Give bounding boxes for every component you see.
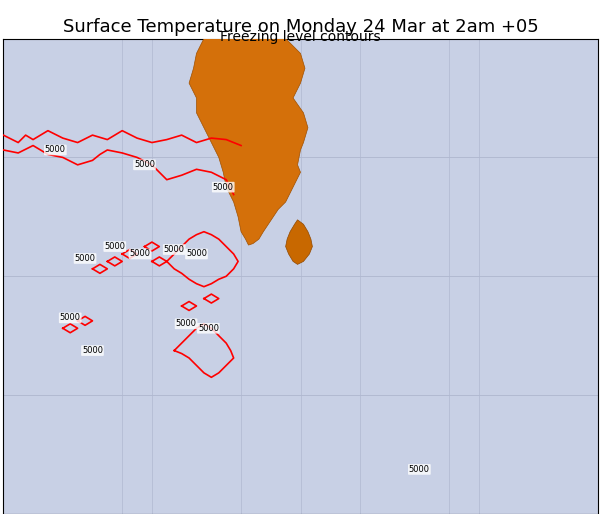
Text: 5000: 5000 — [59, 314, 81, 322]
Polygon shape — [189, 39, 308, 245]
Text: 5000: 5000 — [213, 182, 234, 192]
Text: 5000: 5000 — [75, 254, 96, 263]
Text: 5000: 5000 — [186, 249, 207, 259]
Polygon shape — [285, 220, 313, 264]
Text: 5000: 5000 — [409, 465, 430, 474]
Text: 5000: 5000 — [163, 245, 185, 254]
Text: 5000: 5000 — [175, 319, 197, 328]
Text: Surface Temperature on Monday 24 Mar at 2am +05: Surface Temperature on Monday 24 Mar at … — [63, 18, 538, 36]
Text: 5000: 5000 — [130, 249, 150, 259]
Text: 5000: 5000 — [45, 145, 66, 155]
Text: 5000: 5000 — [134, 160, 155, 169]
Text: Freezing level contours: Freezing level contours — [220, 30, 381, 44]
Text: 5000: 5000 — [198, 324, 219, 333]
Text: 5000: 5000 — [105, 242, 125, 251]
Text: 5000: 5000 — [82, 346, 103, 355]
